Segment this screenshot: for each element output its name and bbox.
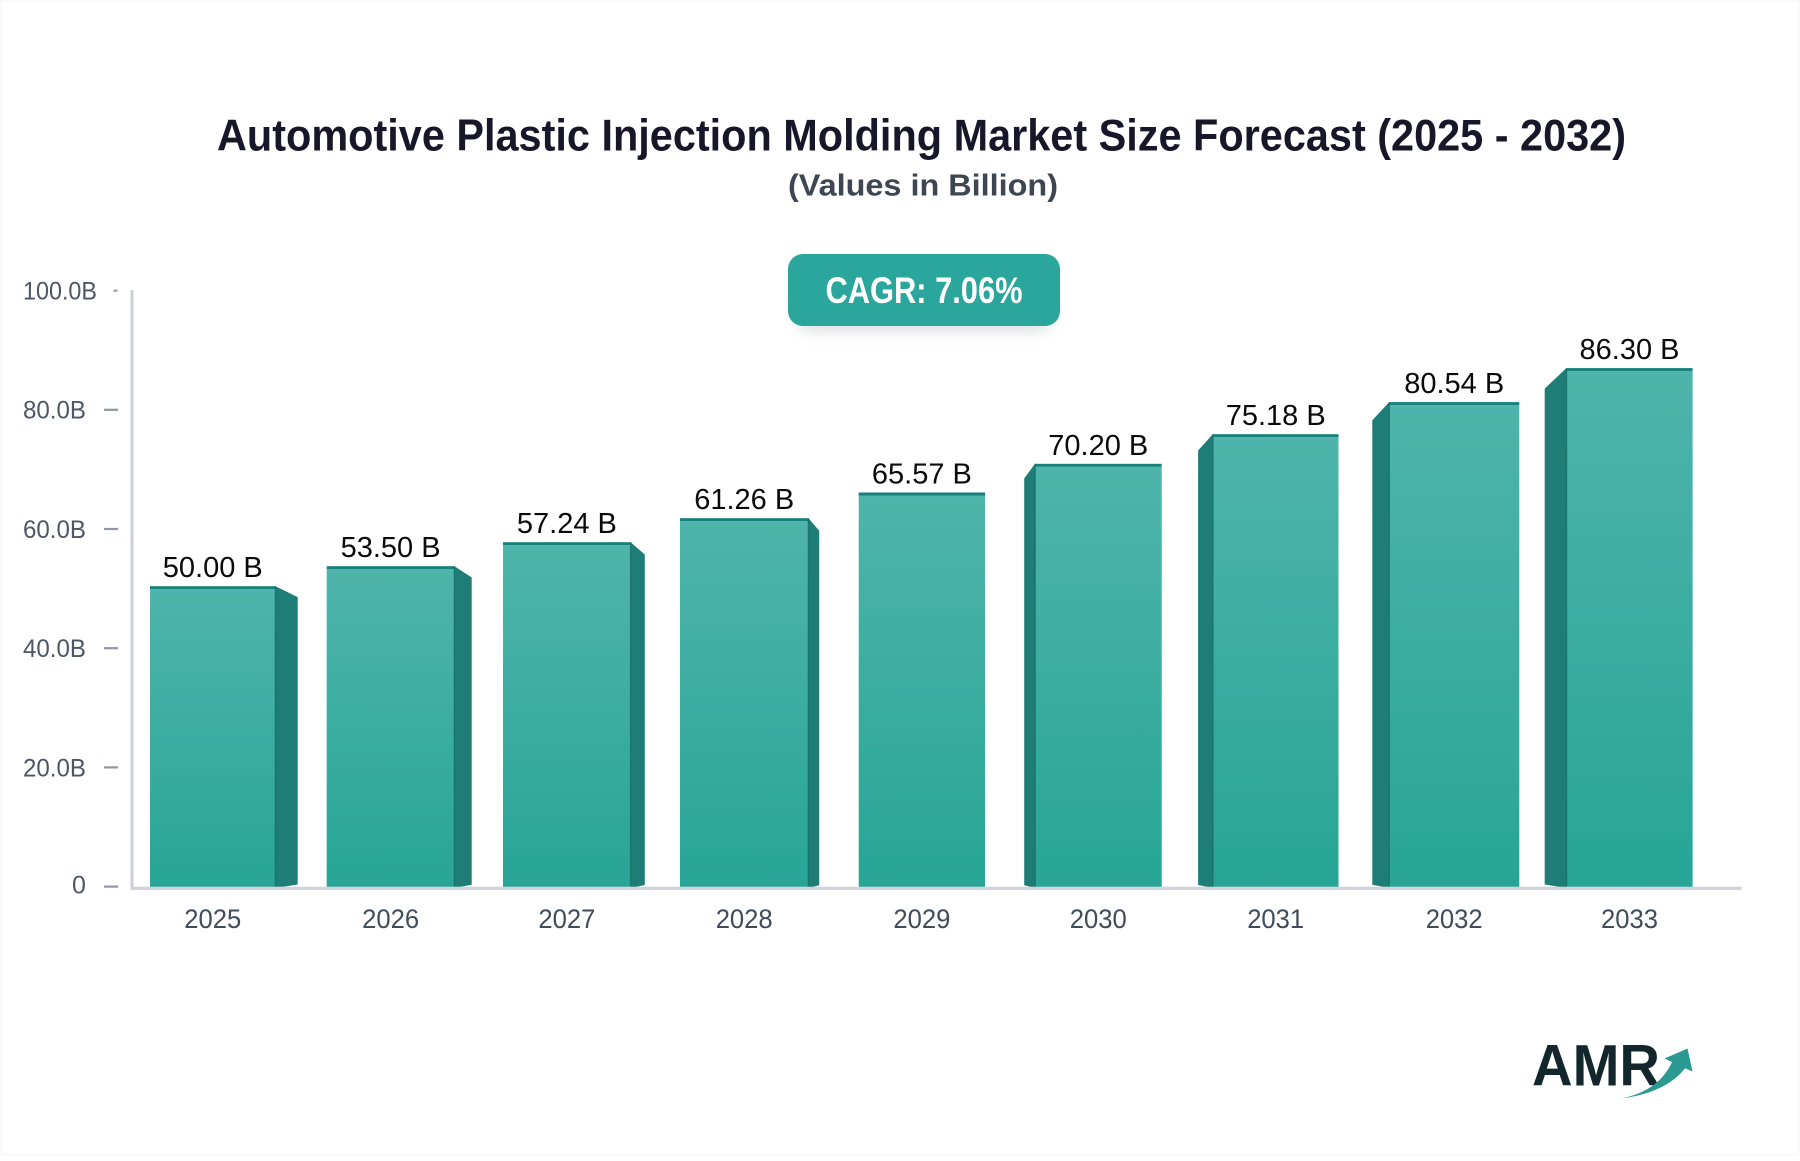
svg-text:2029: 2029 [893, 904, 950, 934]
svg-text:40.0B: 40.0B [23, 635, 86, 663]
svg-text:75.18 B: 75.18 B [1226, 400, 1326, 432]
svg-text:60.0B: 60.0B [23, 516, 86, 544]
svg-text:70.20 B: 70.20 B [1048, 430, 1148, 462]
svg-text:2030: 2030 [1070, 904, 1127, 934]
svg-text:2027: 2027 [538, 904, 595, 934]
svg-text:2032: 2032 [1426, 904, 1483, 934]
svg-text:AMR: AMR [1532, 1033, 1660, 1098]
svg-text:65.57 B: 65.57 B [872, 459, 972, 491]
svg-text:2025: 2025 [184, 904, 241, 934]
svg-text:80.54 B: 80.54 B [1404, 368, 1504, 400]
svg-text:53.50 B: 53.50 B [341, 532, 441, 564]
svg-text:(Values in Billion): (Values in Billion) [788, 170, 1058, 203]
svg-text:2028: 2028 [716, 904, 773, 934]
svg-text:61.26 B: 61.26 B [694, 484, 794, 516]
svg-text:0: 0 [72, 872, 86, 900]
svg-text:57.24 B: 57.24 B [517, 508, 617, 540]
svg-text:20.0B: 20.0B [23, 754, 86, 782]
svg-text:Automotive Plastic Injection M: Automotive Plastic Injection Molding Mar… [217, 112, 1626, 161]
svg-text:80.0B: 80.0B [23, 397, 86, 425]
svg-text:50.00 B: 50.00 B [163, 552, 263, 584]
svg-text:86.30 B: 86.30 B [1580, 334, 1680, 366]
svg-text:2026: 2026 [362, 904, 419, 934]
svg-text:2033: 2033 [1601, 904, 1658, 934]
svg-text:100.0B: 100.0B [23, 278, 97, 306]
svg-text:2031: 2031 [1247, 904, 1304, 934]
svg-text:CAGR: 7.06%: CAGR: 7.06% [826, 269, 1023, 311]
